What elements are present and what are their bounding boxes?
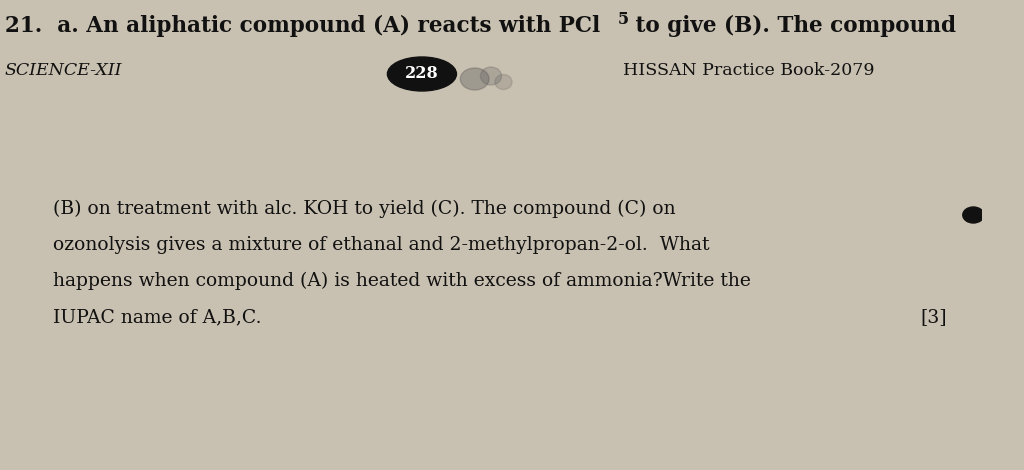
Text: to give (B). The compound: to give (B). The compound xyxy=(628,15,956,37)
Text: HISSAN Practice Book-2079: HISSAN Practice Book-2079 xyxy=(624,62,874,79)
Ellipse shape xyxy=(480,67,502,85)
Ellipse shape xyxy=(495,75,512,89)
Ellipse shape xyxy=(387,57,457,91)
Text: SCIENCE-XII: SCIENCE-XII xyxy=(5,62,122,79)
Text: IUPAC name of A,B,C.: IUPAC name of A,B,C. xyxy=(53,308,261,326)
Text: 228: 228 xyxy=(406,64,439,81)
Ellipse shape xyxy=(963,207,984,223)
Text: [3]: [3] xyxy=(921,308,947,326)
Ellipse shape xyxy=(461,68,489,90)
Text: ozonolysis gives a mixture of ethanal and 2-methylpropan-2-ol.  What: ozonolysis gives a mixture of ethanal an… xyxy=(53,236,710,254)
Text: (B) on treatment with alc. KOH to yield (C). The compound (C) on: (B) on treatment with alc. KOH to yield … xyxy=(53,200,676,218)
Text: 5: 5 xyxy=(617,11,629,28)
Text: happens when compound (A) is heated with excess of ammonia?Write the: happens when compound (A) is heated with… xyxy=(53,272,751,290)
Text: 21.  a. An aliphatic compound (A) reacts with PCl: 21. a. An aliphatic compound (A) reacts … xyxy=(5,15,600,37)
